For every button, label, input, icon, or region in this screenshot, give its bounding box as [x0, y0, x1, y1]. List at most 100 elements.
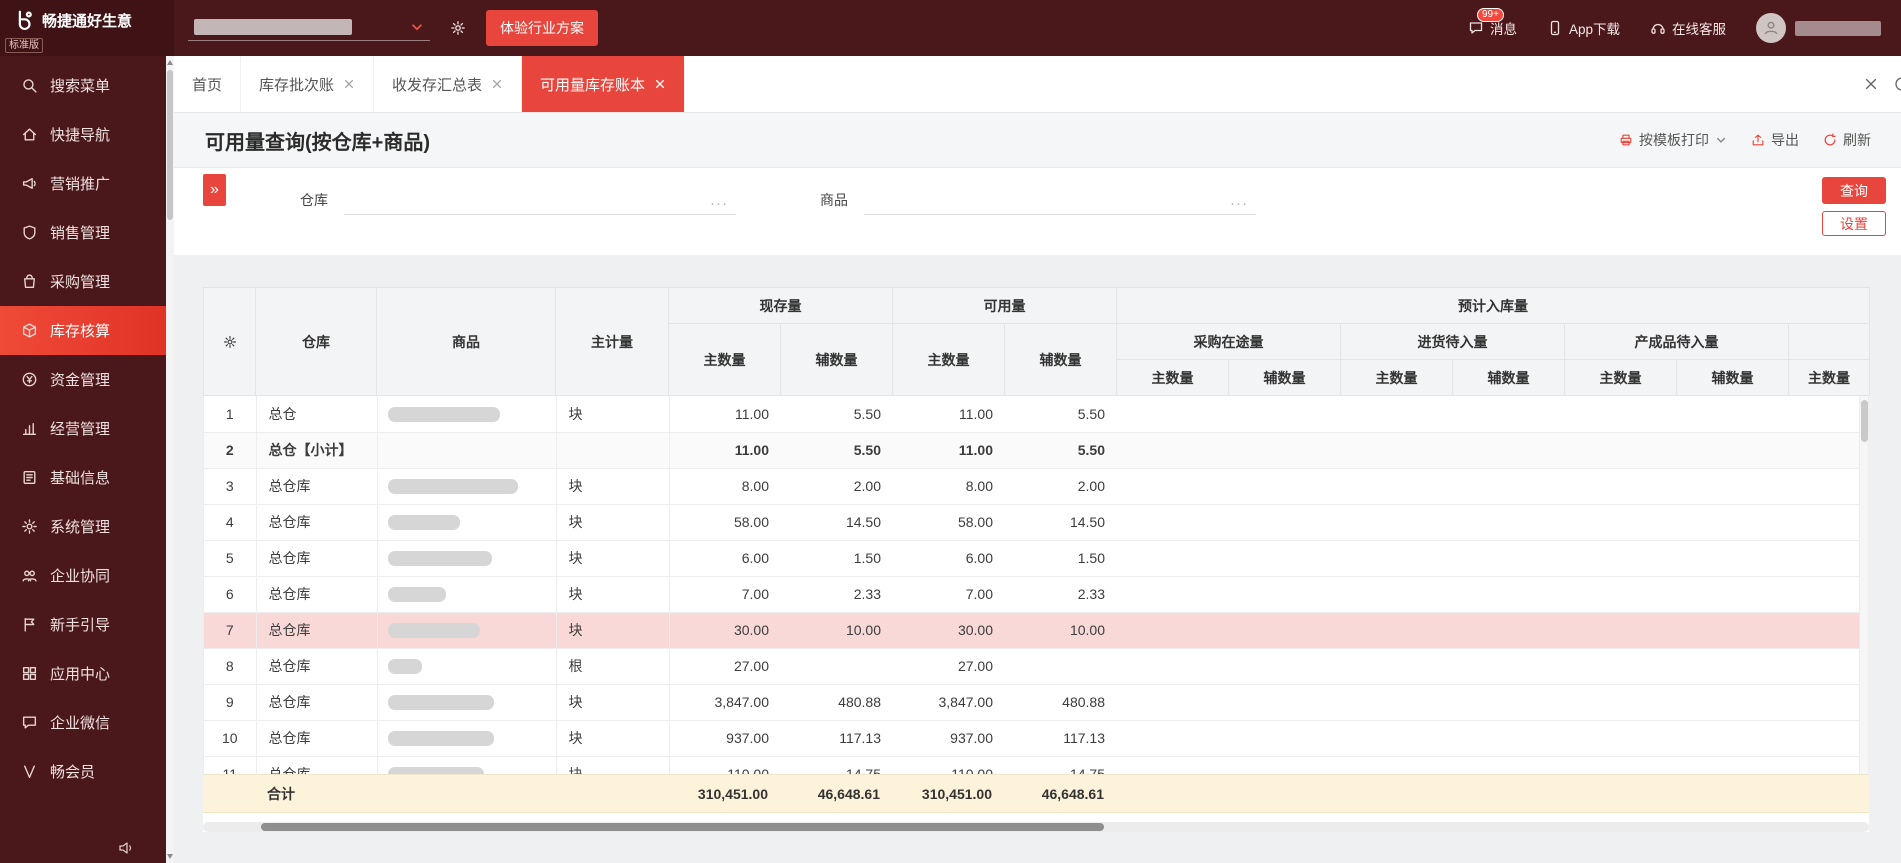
sidebar-item[interactable]: 资金管理	[0, 355, 174, 404]
refresh-button[interactable]: 刷新	[1823, 130, 1871, 150]
tab[interactable]: 可用量库存账本	[522, 56, 686, 112]
sidebar-item[interactable]: 采购管理	[0, 257, 174, 306]
app-download-button[interactable]: App下载	[1547, 18, 1620, 38]
refresh-icon	[1823, 133, 1837, 147]
redacted-workspace-name	[194, 19, 352, 35]
vertical-scrollbar[interactable]	[1859, 396, 1868, 774]
sidebar-item[interactable]: 库存核算	[0, 306, 174, 355]
printer-icon	[1619, 133, 1633, 147]
sidebar-item[interactable]: 基础信息	[0, 453, 174, 502]
sidebar-item[interactable]: 快捷导航	[0, 110, 174, 159]
table-row[interactable]: 10 总仓库 块 937.00 117.13 937.00 117.13	[204, 720, 1868, 757]
tab-history-icon[interactable]	[1894, 76, 1901, 92]
sidebar-item[interactable]: 新手引导	[0, 600, 174, 649]
product-filter-input[interactable]: ···	[864, 195, 1256, 215]
query-button[interactable]: 查询	[1822, 177, 1886, 204]
settings-button[interactable]: 设置	[1822, 211, 1886, 236]
home-icon	[21, 126, 38, 143]
header-aux-qty: 辅数量	[1452, 359, 1565, 396]
refresh-label: 刷新	[1843, 132, 1871, 148]
warehouse-picker-button[interactable]: ···	[710, 195, 728, 212]
sidebar-item[interactable]: 系统管理	[0, 502, 174, 551]
warehouse-filter-input[interactable]: ···	[344, 195, 736, 215]
export-button[interactable]: 导出	[1751, 130, 1799, 150]
product-picker-button[interactable]: ···	[1230, 195, 1248, 212]
horizontal-scrollbar[interactable]	[203, 822, 1869, 832]
headset-icon	[1650, 20, 1666, 36]
table-body: 1 总仓 块 11.00 5.50 11.00 5.50	[203, 396, 1869, 774]
redacted-product-name	[387, 623, 480, 639]
bag-icon	[21, 273, 38, 290]
sidebar-item[interactable]: 企业微信	[0, 698, 174, 747]
table-row[interactable]: 7 总仓库 块 30.00 10.00 30.00 10.00	[204, 612, 1868, 649]
header-main-qty: 主数量	[1340, 359, 1453, 396]
sidebar-item[interactable]: 企业协同	[0, 551, 174, 600]
sidebar-item[interactable]: 搜索菜单	[0, 61, 174, 110]
horizontal-scrollbar-thumb[interactable]	[261, 823, 1104, 831]
megaphone-icon	[21, 175, 38, 192]
workspace-select[interactable]	[188, 15, 430, 41]
table-row[interactable]: 4 总仓库 块 58.00 14.50 58.00 14.50	[204, 504, 1868, 541]
redacted-product-name	[387, 551, 492, 567]
sidebar-scrollbar-thumb[interactable]	[167, 70, 173, 220]
online-support-button[interactable]: 在线客服	[1650, 18, 1726, 38]
grid-icon	[21, 665, 38, 682]
tab[interactable]: 收发存汇总表	[374, 56, 523, 112]
sidebar: 搜索菜单 快捷导航 营销推广 销售管理	[0, 56, 174, 863]
announcement-speaker-icon[interactable]	[118, 840, 134, 856]
v-icon	[21, 763, 38, 780]
scroll-up-arrow-icon[interactable]	[167, 60, 173, 65]
sidebar-item[interactable]: 经营管理	[0, 404, 174, 453]
table-total-row: 合计 310,451.00 46,648.61 310,451.00 46,64…	[203, 774, 1869, 813]
topbar-gear-icon[interactable]	[450, 20, 466, 36]
table-row[interactable]: 1 总仓 块 11.00 5.50 11.00 5.50	[204, 396, 1868, 433]
sidebar-item[interactable]: 营销推广	[0, 159, 174, 208]
chat-icon	[21, 714, 38, 731]
tab-close-icon[interactable]	[343, 78, 355, 90]
sidebar-bottom-bar	[0, 840, 166, 856]
table-row[interactable]: 3 总仓库 块 8.00 2.00 8.00 2.00	[204, 468, 1868, 505]
messages-button[interactable]: 99+ 消息	[1468, 8, 1517, 38]
trial-solution-button[interactable]: 体验行业方案	[486, 10, 598, 46]
sidebar-scrollbar[interactable]	[166, 56, 174, 863]
header-main-qty: 主数量	[892, 323, 1005, 396]
messages-label: 消息	[1489, 22, 1517, 37]
tab[interactable]: 首页	[174, 56, 242, 112]
table-row[interactable]: 2 总仓【小计】 11.00 5.50 11.00 5.50	[204, 432, 1868, 469]
collapse-filter-button[interactable]: »	[203, 174, 226, 206]
close-all-tabs-icon[interactable]	[1864, 77, 1878, 91]
sidebar-item[interactable]: 销售管理	[0, 208, 174, 257]
main-area: 首页 库存批次账	[174, 56, 1901, 863]
sidebar-item[interactable]: 应用中心	[0, 649, 174, 698]
tab-close-icon[interactable]	[491, 78, 503, 90]
header-product: 商品	[376, 287, 556, 396]
online-support-label: 在线客服	[1672, 22, 1726, 37]
shield-icon	[21, 224, 38, 241]
scroll-down-arrow-icon[interactable]	[167, 854, 173, 859]
redacted-product-name	[387, 659, 422, 675]
header-available-group: 可用量	[892, 287, 1117, 324]
warehouse-filter-label: 仓库	[300, 192, 328, 208]
header-finished-pending-group: 产成品待入量	[1564, 323, 1789, 360]
header-clipped-group	[1787, 323, 1871, 360]
header-main-qty: 主数量	[668, 323, 781, 396]
column-settings-gear-icon[interactable]	[203, 287, 256, 396]
table-row[interactable]: 11 总仓库 块 110.00 14.75 110.00 14.75	[204, 756, 1868, 774]
print-by-template-button[interactable]: 按模板打印	[1619, 130, 1727, 150]
tab[interactable]: 库存批次账	[241, 56, 375, 112]
redacted-product-name	[387, 731, 494, 747]
table-row[interactable]: 5 总仓库 块 6.00 1.50 6.00 1.50	[204, 540, 1868, 577]
tab-list: 首页 库存批次账	[174, 56, 686, 112]
tab-close-icon[interactable]	[654, 78, 666, 90]
table-row[interactable]: 6 总仓库 块 7.00 2.33 7.00 2.33	[204, 576, 1868, 613]
vertical-scrollbar-thumb[interactable]	[1861, 400, 1868, 442]
total-label: 合计	[255, 774, 376, 813]
sidebar-item[interactable]: 畅会员	[0, 747, 174, 796]
header-aux-qty: 辅数量	[1228, 359, 1341, 396]
user-menu[interactable]	[1756, 13, 1881, 43]
header-expected-in-group: 预计入库量	[1115, 287, 1871, 324]
table-row[interactable]: 9 总仓库 块 3,847.00 480.88 3,847.00 480.88	[204, 684, 1868, 721]
header-aux-qty: 辅数量	[1676, 359, 1789, 396]
table-row[interactable]: 8 总仓库 根 27.00 27.00	[204, 648, 1868, 685]
